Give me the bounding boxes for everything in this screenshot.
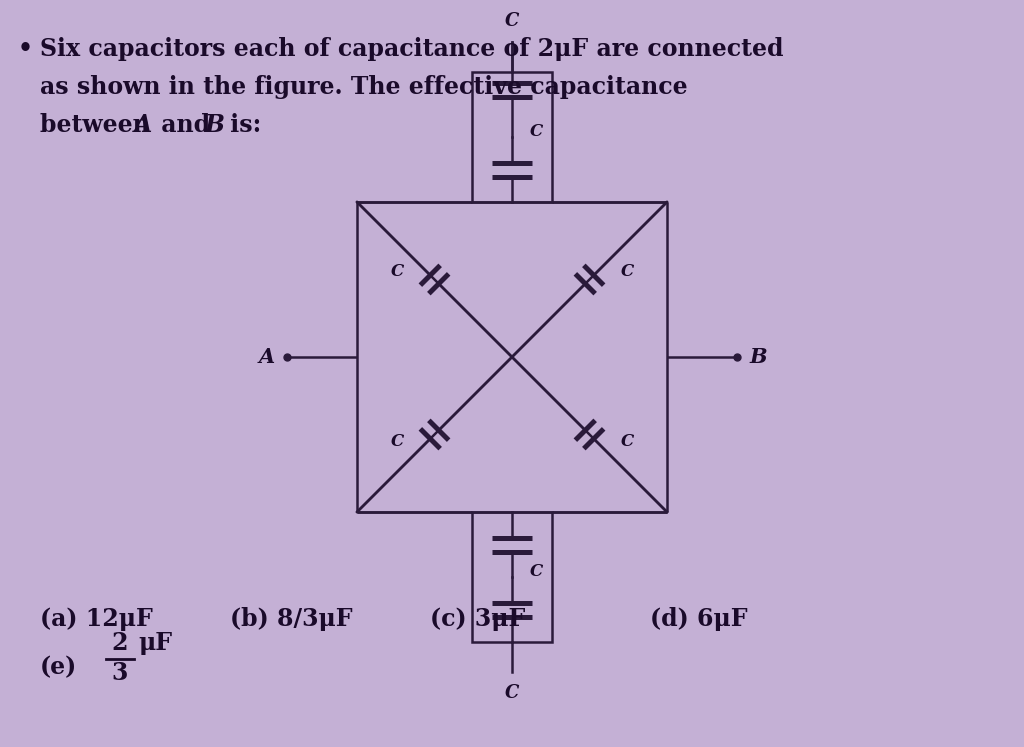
Text: μF: μF	[138, 631, 172, 655]
Text: A: A	[259, 347, 275, 367]
Text: (d) 6μF: (d) 6μF	[650, 607, 748, 631]
Text: (b) 8/3μF: (b) 8/3μF	[230, 607, 352, 631]
Text: C: C	[505, 684, 519, 702]
Text: as shown in the figure. The effective capacitance: as shown in the figure. The effective ca…	[40, 75, 688, 99]
Text: •: •	[18, 37, 33, 61]
Text: C: C	[505, 12, 519, 30]
Text: Six capacitors each of capacitance of 2μF are connected: Six capacitors each of capacitance of 2μ…	[40, 37, 783, 61]
Text: B: B	[205, 113, 225, 137]
Text: C: C	[621, 264, 634, 281]
Text: C: C	[530, 563, 544, 580]
Text: C: C	[621, 433, 634, 450]
Text: C: C	[390, 264, 403, 281]
Text: and: and	[153, 113, 218, 137]
Text: C: C	[390, 433, 403, 450]
Text: between: between	[40, 113, 158, 137]
Text: A: A	[134, 113, 153, 137]
Text: 2: 2	[112, 631, 128, 655]
Text: is:: is:	[222, 113, 261, 137]
Text: C: C	[530, 123, 544, 140]
Text: 3: 3	[112, 661, 128, 685]
Text: (e): (e)	[40, 655, 77, 679]
Text: B: B	[749, 347, 767, 367]
Text: (a) 12μF: (a) 12μF	[40, 607, 153, 631]
Text: (c) 3μF: (c) 3μF	[430, 607, 525, 631]
